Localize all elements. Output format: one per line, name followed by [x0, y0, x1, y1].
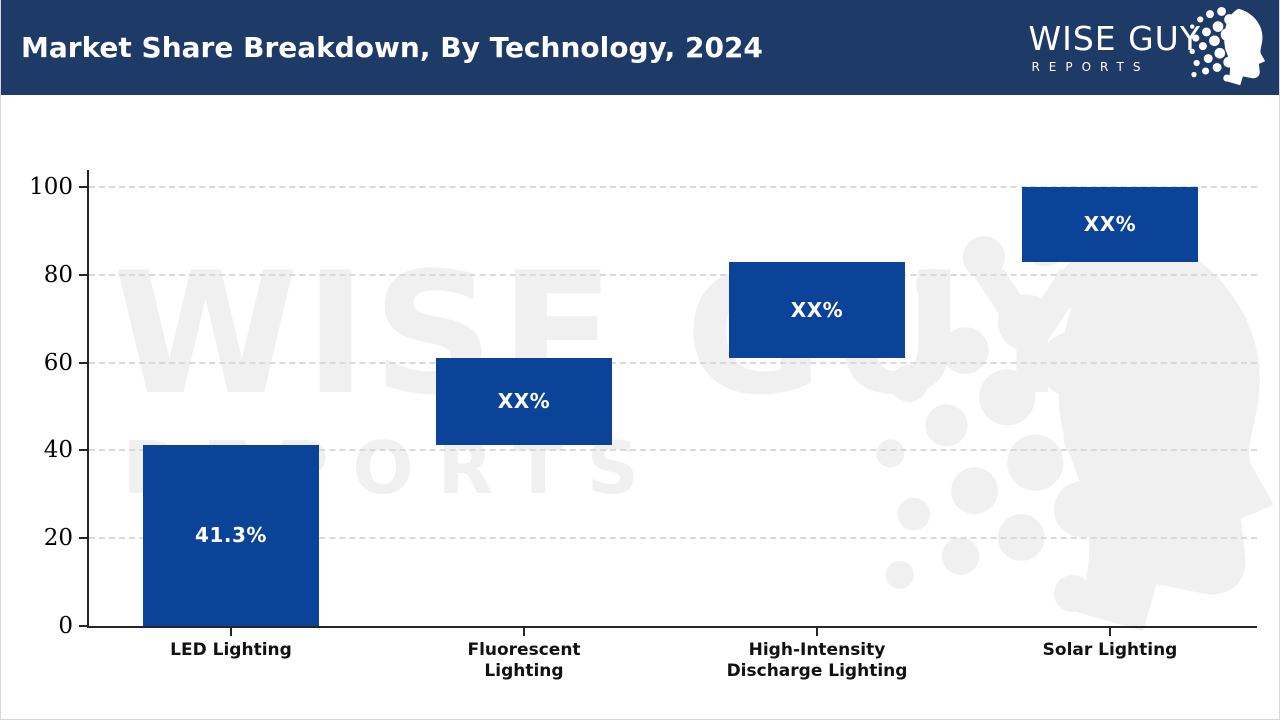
bar-value-label: XX%	[1083, 212, 1137, 237]
y-tick-mark	[79, 625, 89, 627]
y-tick-label: 40	[43, 437, 73, 464]
grid-line	[89, 537, 1257, 540]
x-tick-mark	[1109, 628, 1111, 636]
y-tick-mark	[79, 186, 89, 188]
x-tick-mark	[816, 628, 818, 636]
chart-title: Market Share Breakdown, By Technology, 2…	[21, 31, 763, 64]
y-axis	[87, 170, 89, 628]
bar: 41.3%	[143, 444, 319, 626]
y-tick-label: 20	[43, 525, 73, 552]
bar: XX%	[436, 358, 612, 445]
x-category-label: High-Intensity Discharge Lighting	[726, 640, 908, 681]
y-tick-mark	[79, 273, 89, 276]
grid-line	[89, 449, 1257, 452]
y-tick-label: 80	[43, 261, 73, 288]
grid-line	[89, 273, 1257, 276]
bar: XX%	[729, 261, 905, 359]
x-axis	[87, 626, 1257, 628]
y-tick-mark	[79, 537, 89, 540]
bar: XX%	[1022, 187, 1198, 262]
logo-tagline: REPORTS	[1031, 59, 1150, 74]
logo-text: WISE GUY REPORTS	[1028, 18, 1201, 74]
brand-logo: WISE GUY REPORTS	[1028, 7, 1267, 87]
bar-value-label: XX%	[497, 389, 551, 414]
y-tick-mark	[79, 449, 89, 452]
bar-value-label: 41.3%	[195, 523, 267, 548]
x-category-label: LED Lighting	[170, 640, 292, 660]
grid-line	[89, 186, 1257, 188]
bar-value-label: XX%	[790, 297, 844, 322]
x-tick-mark	[230, 628, 232, 636]
x-category-label: Solar Lighting	[1042, 640, 1178, 660]
y-tick-label: 100	[29, 174, 73, 200]
logo-head-icon	[1189, 7, 1266, 86]
logo-wordmark: WISE GUY	[1028, 18, 1201, 58]
y-tick-mark	[79, 361, 89, 364]
header-bar: Market Share Breakdown, By Technology, 2…	[1, 0, 1279, 95]
x-tick-mark	[523, 628, 525, 636]
grid-line	[89, 361, 1257, 364]
x-category-label: Fluorescent Lighting	[467, 640, 581, 681]
y-tick-label: 60	[43, 349, 73, 376]
y-tick-label: 0	[58, 613, 73, 639]
